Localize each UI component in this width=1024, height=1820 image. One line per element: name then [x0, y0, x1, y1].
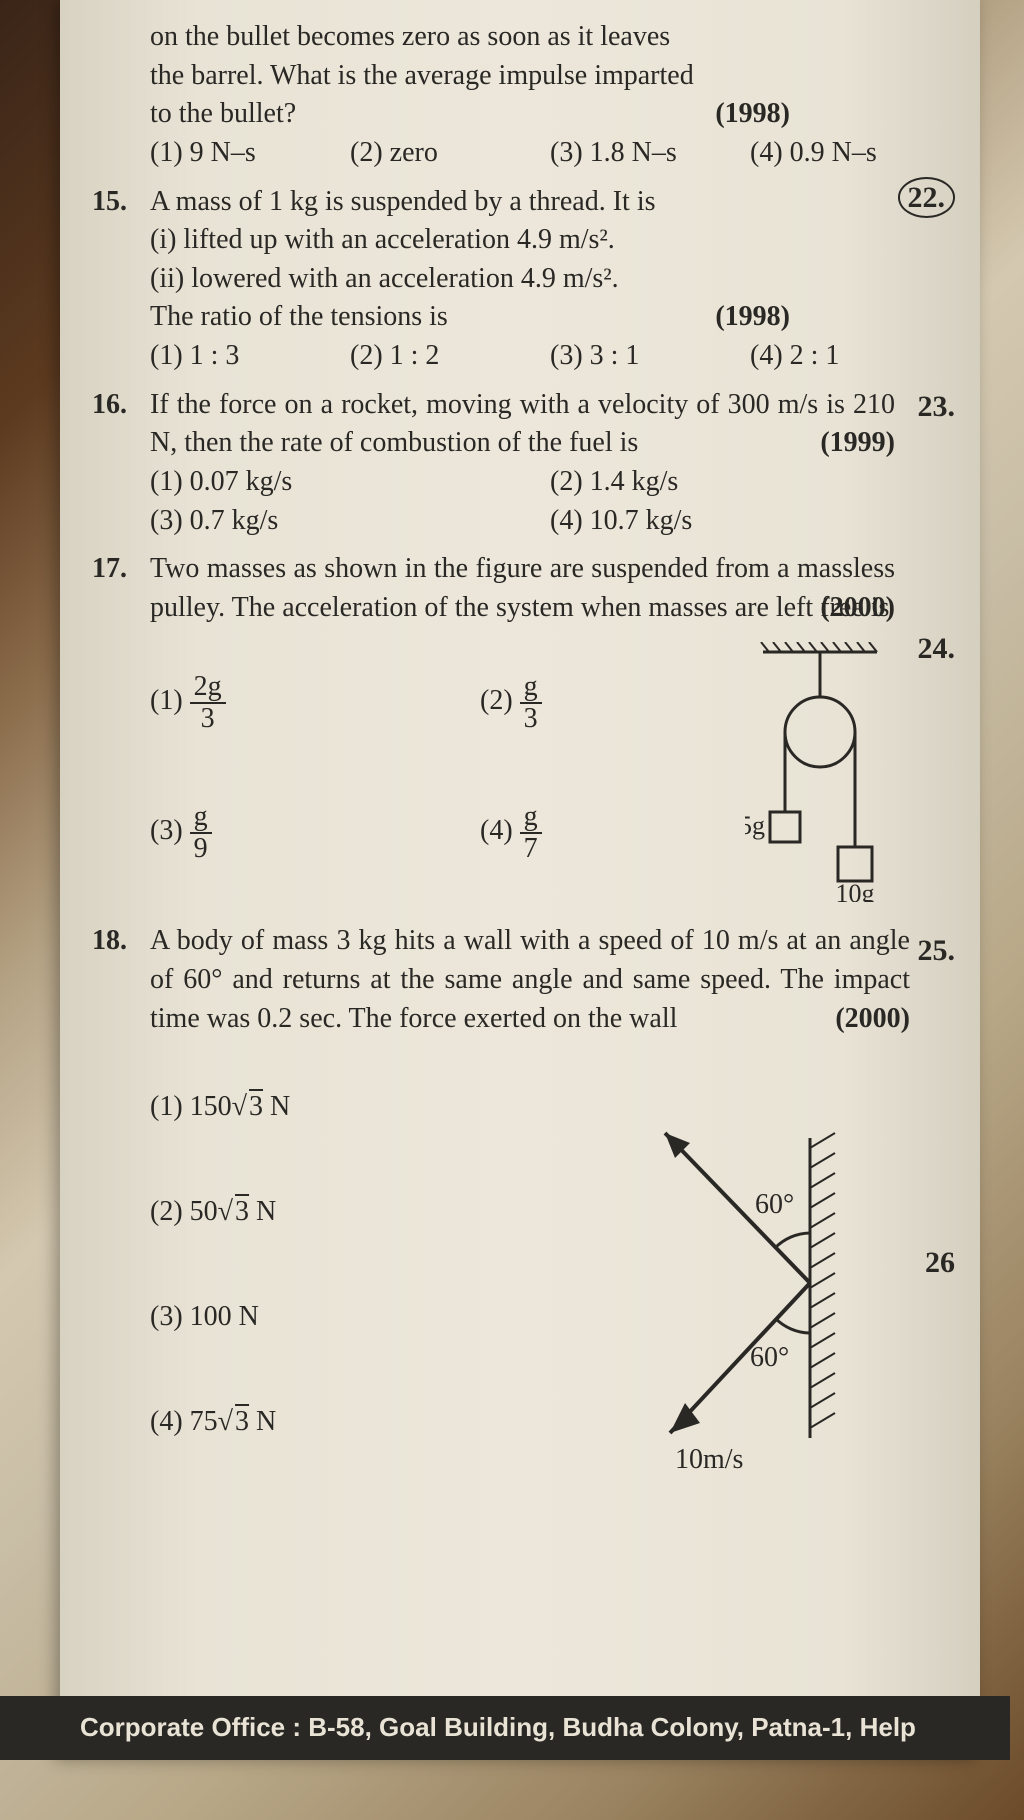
mass-5g-label: 5g — [745, 811, 765, 840]
q17-text: Two masses as shown in the figure are su… — [150, 553, 895, 623]
q15-opt2: (2) 1 : 2 — [350, 337, 550, 376]
angle-top-label: 60° — [755, 1189, 794, 1220]
q15-opt4: (4) 2 : 1 — [750, 337, 950, 376]
q16-year: (1999) — [820, 424, 895, 463]
q15-sub-i: (i) lifted up with an acceleration 4.9 m… — [150, 221, 950, 260]
q18-year: (2000) — [835, 1000, 910, 1039]
footer-bar: Corporate Office : B-58, Goal Building, … — [0, 1696, 1010, 1760]
q17-opt2: (2) g3 — [480, 672, 542, 733]
question-17: 17. 24. 25. Two masses as shown in the f… — [150, 550, 950, 912]
q16-opt2: (2) 1.4 kg/s — [550, 463, 950, 502]
q16-number: 16. — [92, 386, 127, 425]
q18-opt4: (4) 75√3 N — [150, 1403, 276, 1442]
question-15: 15. 22. A mass of 1 kg is suspended by a… — [150, 183, 950, 376]
q16-opt4: (4) 10.7 kg/s — [550, 502, 950, 541]
angle-bot-label: 60° — [750, 1342, 789, 1373]
q17-number: 17. — [92, 550, 127, 589]
q15-opt1: (1) 1 : 3 — [150, 337, 350, 376]
q14-line2: the barrel. What is the average impulse … — [150, 57, 950, 96]
q16-text: If the force on a rocket, moving with a … — [150, 389, 895, 459]
q15-text: A mass of 1 kg is suspended by a thread.… — [150, 183, 950, 222]
wall-diagram: 60° 60° 10m/s — [620, 1118, 910, 1478]
q17-opt3: (3) g9 — [150, 802, 212, 863]
q18-opt3: (3) 100 N — [150, 1298, 259, 1337]
question-18: 18. 26 A body of mass 3 kg hits a wall w… — [150, 922, 950, 1488]
q17-year: (2000) — [820, 589, 895, 628]
q16-opt1: (1) 0.07 kg/s — [150, 463, 550, 502]
side-22: 22. — [898, 177, 956, 218]
q18-number: 18. — [92, 922, 127, 961]
page-content: on the bullet becomes zero as soon as it… — [60, 0, 980, 1760]
q17-opt4: (4) g7 — [480, 802, 542, 863]
q15-number: 15. — [92, 183, 127, 222]
q15-opt3: (3) 3 : 1 — [550, 337, 750, 376]
q14-opt3: (3) 1.8 N–s — [550, 134, 750, 173]
speed-label: 10m/s — [675, 1444, 743, 1475]
q14-opt1: (1) 9 N–s — [150, 134, 350, 173]
q16-opt3: (3) 0.7 kg/s — [150, 502, 550, 541]
q17-opt1: (1) 2g3 — [150, 672, 226, 733]
q18-text: A body of mass 3 kg hits a wall with a s… — [150, 925, 910, 1033]
q15-year: (1998) — [715, 298, 790, 337]
q14-opt2: (2) zero — [350, 134, 550, 173]
q14-opt4: (4) 0.9 N–s — [750, 134, 950, 173]
pulley-diagram: 5g 10g — [745, 642, 895, 902]
q14-line3: to the bullet? — [150, 98, 296, 129]
q15-ratio-line: The ratio of the tensions is — [150, 301, 448, 332]
question-14-tail: on the bullet becomes zero as soon as it… — [150, 18, 950, 173]
mass-10g-label: 10g — [836, 879, 875, 902]
q18-opt1: (1) 150√3 N — [150, 1088, 290, 1127]
q14-year: (1998) — [715, 95, 790, 134]
q18-opt2: (2) 50√3 N — [150, 1193, 276, 1232]
q14-line1: on the bullet becomes zero as soon as it… — [150, 18, 950, 57]
question-16: 16. 23. If the force on a rocket, moving… — [150, 386, 950, 541]
q15-sub-ii: (ii) lowered with an acceleration 4.9 m/… — [150, 260, 950, 299]
